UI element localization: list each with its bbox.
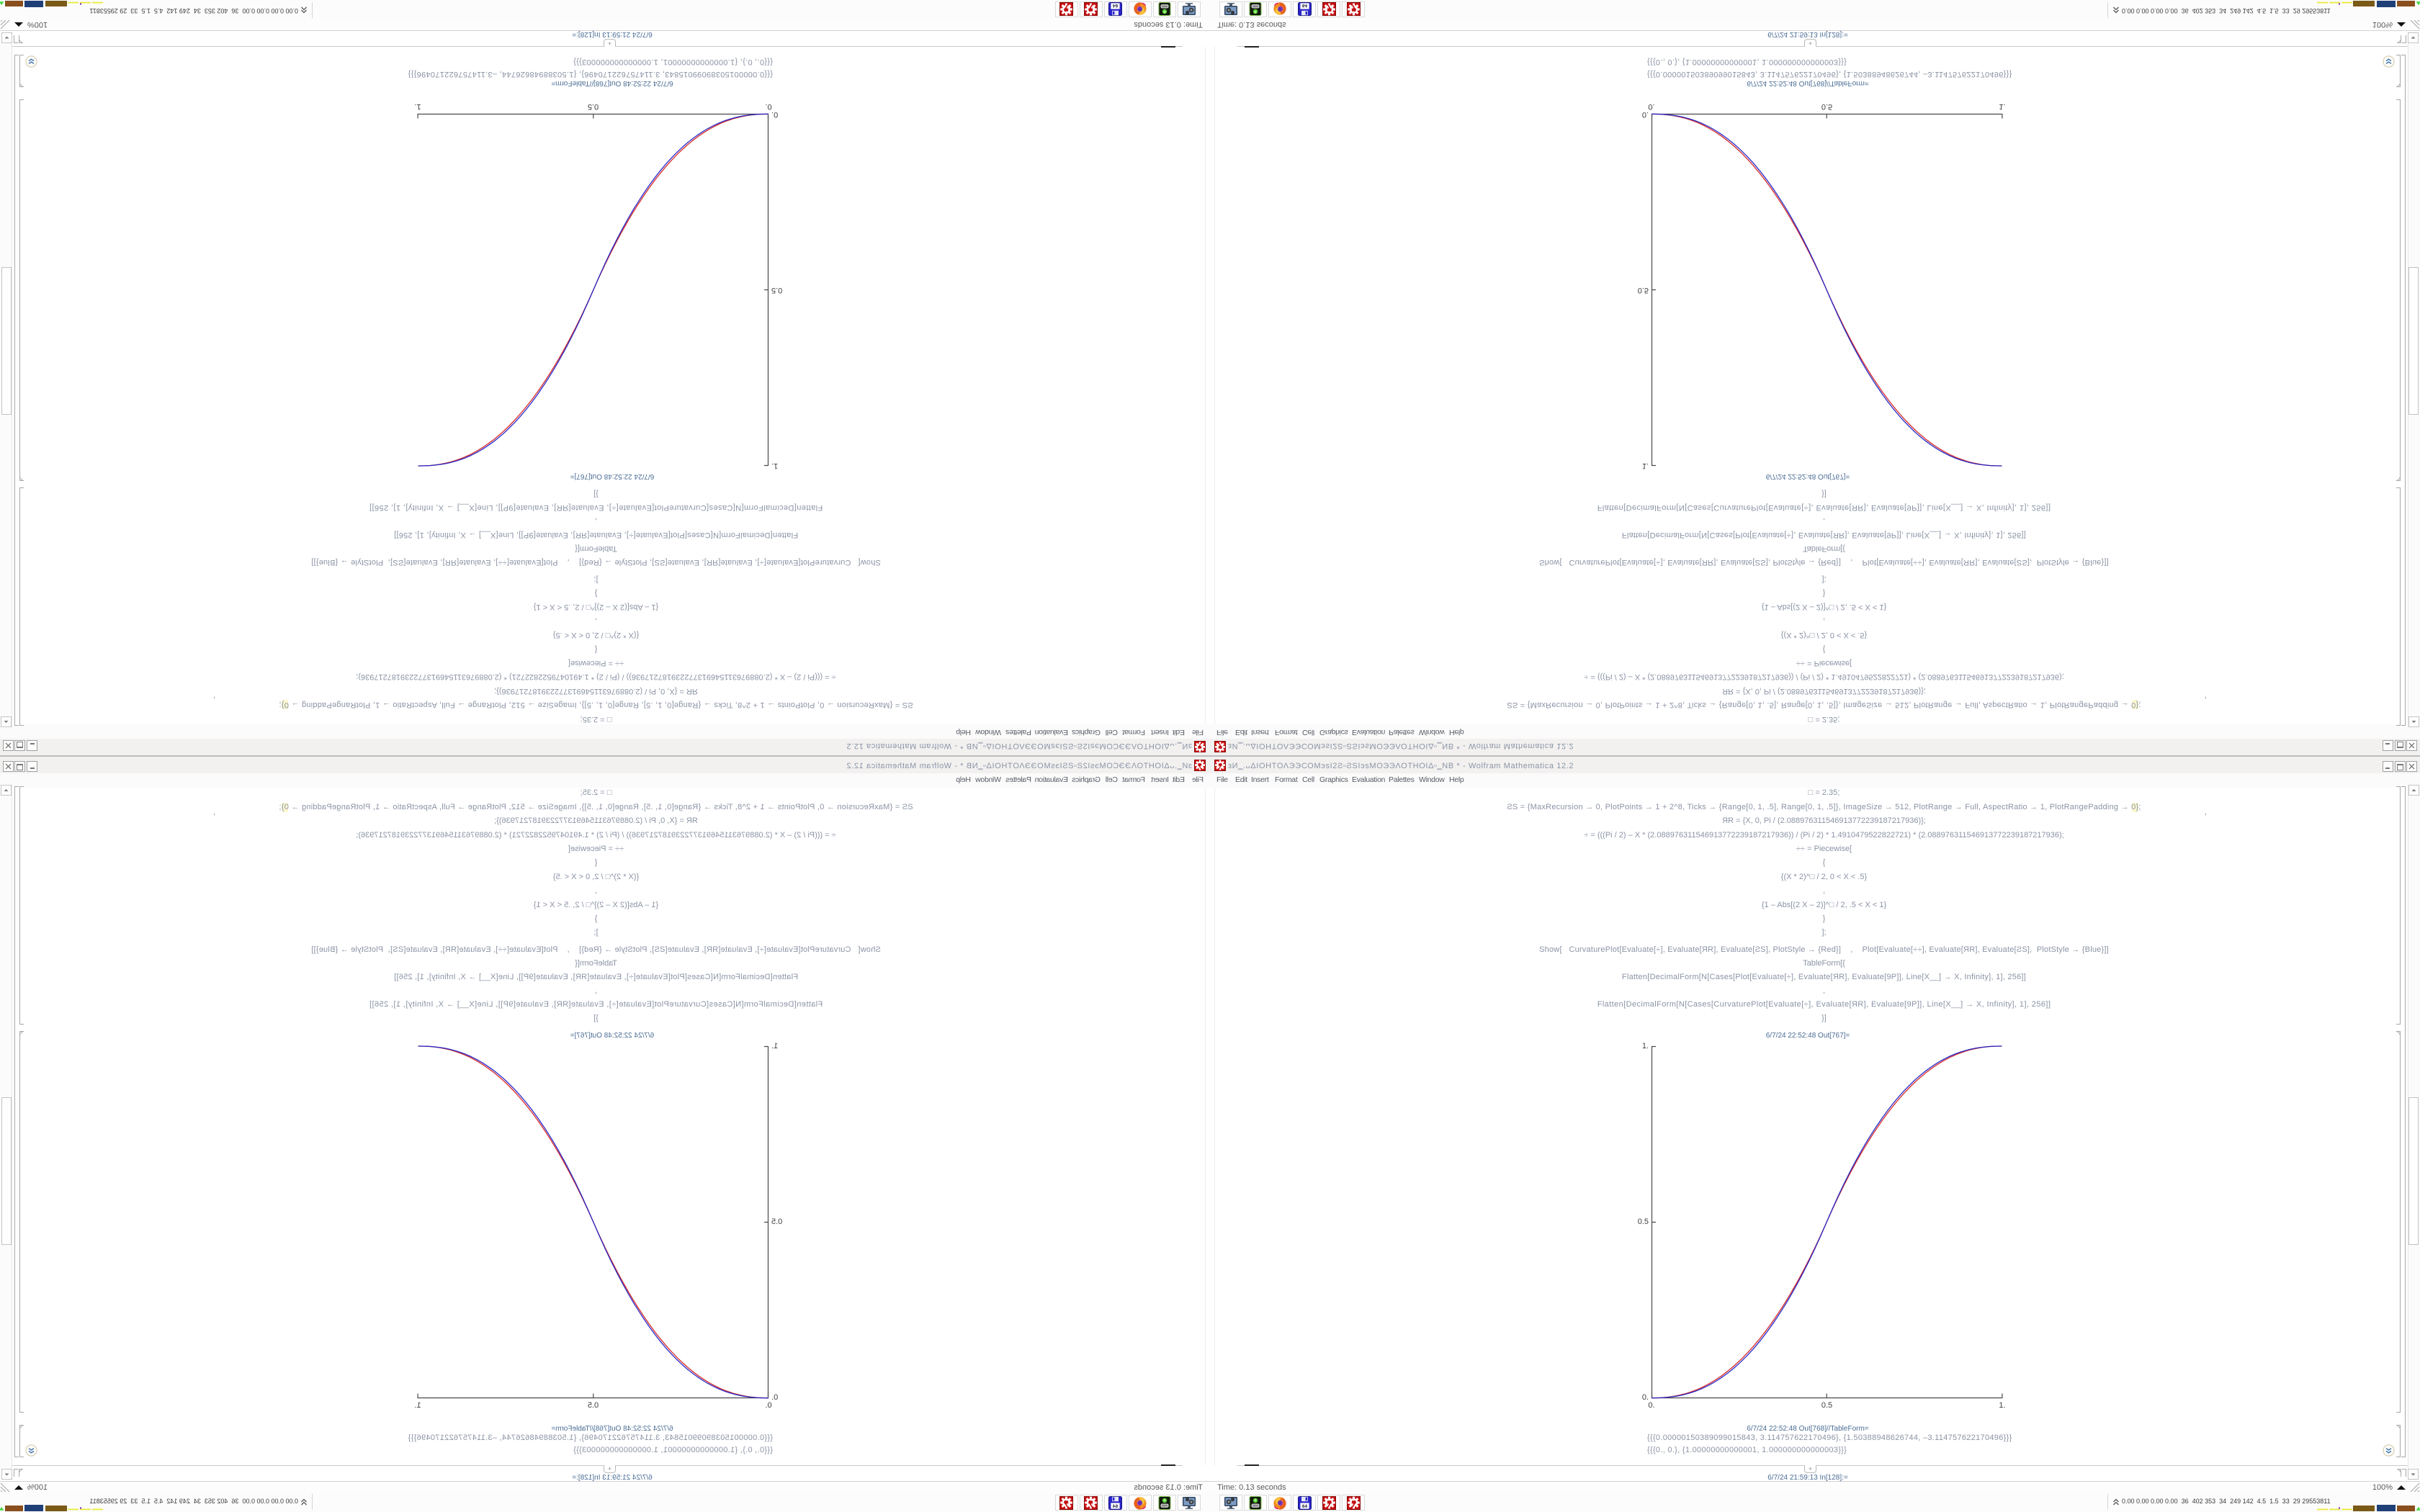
svg-text:64: 64 [1301, 4, 1307, 9]
svg-text:64: 64 [1113, 1504, 1119, 1509]
svg-text:64: 64 [1113, 4, 1119, 9]
svg-text:64: 64 [1301, 1504, 1307, 1509]
